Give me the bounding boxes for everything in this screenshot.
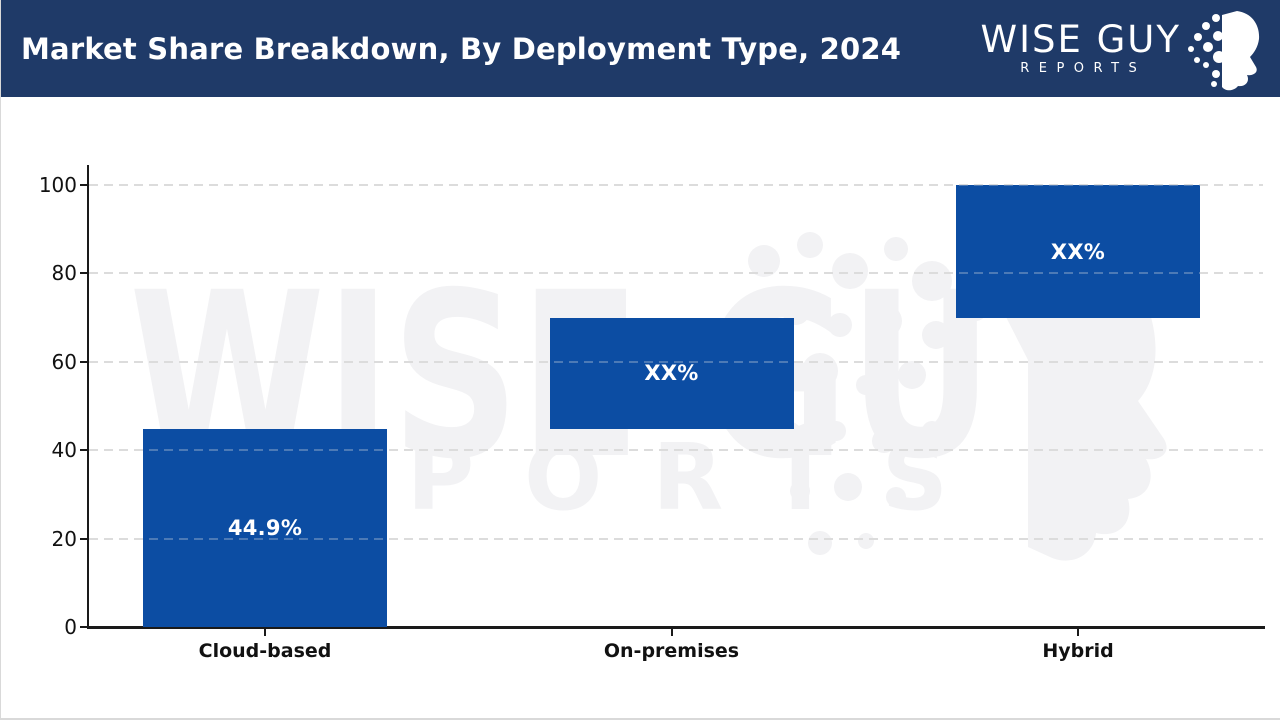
header: Market Share Breakdown, By Deployment Ty…	[1, 0, 1280, 97]
logo-head-dots-icon	[1188, 10, 1260, 90]
gridline	[89, 449, 1263, 452]
logo-wise-guy-text: WISE GUY	[980, 18, 1181, 61]
x-category-label: Hybrid	[1042, 640, 1114, 662]
y-tick-label: 100	[38, 173, 77, 197]
x-axis-tick	[670, 629, 673, 636]
gridline-overlay	[89, 537, 1263, 540]
gridline	[89, 537, 1263, 540]
x-axis	[87, 626, 1265, 629]
gridline	[89, 272, 1263, 275]
logo-text: WISE GUY REPORTS	[981, 21, 1181, 76]
chart-area: WISE GUY REPORTS 0 20 40 60 80 100 44.9% Cloud-…	[1, 97, 1280, 718]
logo-reports-text: REPORTS	[1020, 61, 1147, 76]
x-category-label: On-premises	[603, 640, 740, 662]
x-category-label: Cloud-based	[198, 640, 332, 662]
x-axis-tick	[264, 629, 266, 636]
y-axis-tick	[80, 360, 88, 363]
y-tick-label: 80	[51, 261, 77, 286]
y-tick-label: 0	[64, 615, 77, 639]
y-axis-tick	[80, 272, 88, 275]
gridline-overlay	[89, 184, 1263, 186]
y-tick-label: 60	[51, 349, 77, 374]
gridline-overlay	[89, 449, 1263, 452]
bar-hybrid: XX%	[956, 185, 1200, 319]
x-axis-tick	[1077, 629, 1079, 636]
gridline-overlay	[89, 272, 1263, 275]
y-tick-label: 20	[51, 526, 77, 551]
y-axis	[87, 165, 89, 629]
gridline-overlay	[89, 360, 1263, 363]
y-axis-tick	[80, 626, 88, 628]
gridline	[89, 184, 1263, 186]
bar-on-premises: XX%	[549, 318, 794, 429]
y-axis-tick	[80, 449, 88, 452]
y-axis-tick	[80, 537, 88, 540]
bar-cloud-based: 44.9%	[143, 428, 387, 627]
bar-value-label: XX%	[1050, 239, 1106, 264]
page-title: Market Share Breakdown, By Deployment Ty…	[21, 31, 902, 66]
bar-value-label: XX%	[644, 361, 699, 386]
bar-value-label: 44.9%	[227, 515, 303, 540]
wise-guy-reports-logo: WISE GUY REPORTS	[981, 7, 1265, 91]
y-tick-label: 40	[51, 438, 77, 463]
y-axis-tick	[80, 184, 88, 186]
